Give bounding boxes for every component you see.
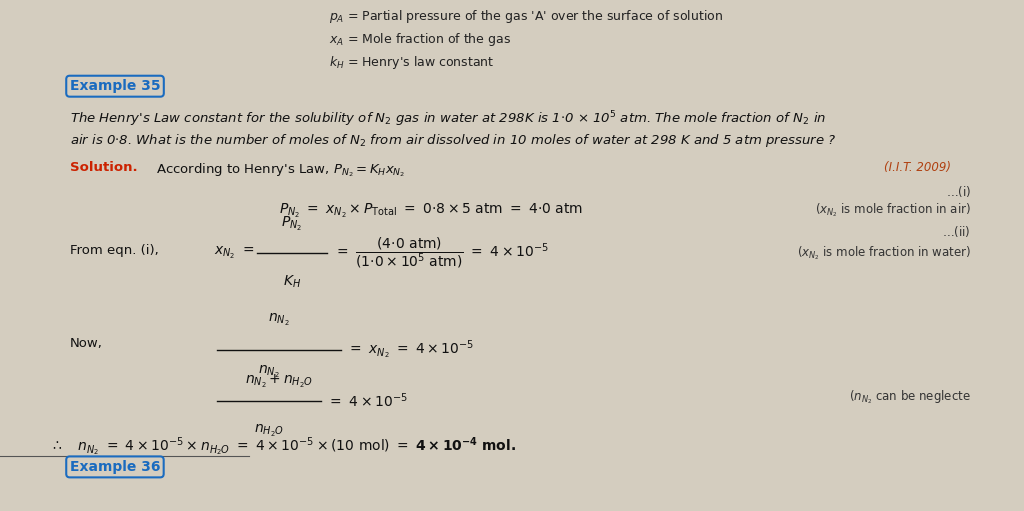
Text: ($x_{N_2}$ is mole fraction in air): ($x_{N_2}$ is mole fraction in air) — [815, 202, 971, 219]
Text: $k_H$ = Henry's law constant: $k_H$ = Henry's law constant — [329, 54, 495, 71]
Text: $n_{N_2}$: $n_{N_2}$ — [258, 364, 280, 380]
Text: Example 36: Example 36 — [70, 460, 160, 474]
Text: Now,: Now, — [70, 337, 102, 350]
Text: $x_{N_2}\ =\ $: $x_{N_2}\ =\ $ — [214, 245, 254, 261]
Text: The Henry's Law constant for the solubility of N$_2$ gas in water at 298K is 1$\: The Henry's Law constant for the solubil… — [70, 110, 826, 129]
Text: $x_A$ = Mole fraction of the gas: $x_A$ = Mole fraction of the gas — [329, 31, 511, 48]
Text: $=\ 4\times10^{-5}$: $=\ 4\times10^{-5}$ — [327, 392, 408, 410]
Text: Example 35: Example 35 — [70, 79, 161, 93]
Text: $\ldots$(ii): $\ldots$(ii) — [942, 224, 971, 239]
Text: $=\ \dfrac{(4{\cdot}0\ \mathrm{atm})}{(1{\cdot}0\times10^5\ \mathrm{atm})}\ =\ 4: $=\ \dfrac{(4{\cdot}0\ \mathrm{atm})}{(1… — [334, 236, 549, 270]
Text: Solution.: Solution. — [70, 161, 137, 174]
Text: air is 0$\cdot$8. What is the number of moles of N$_2$ from air dissolved in 10 : air is 0$\cdot$8. What is the number of … — [70, 132, 836, 149]
Text: $n_{H_2O}$: $n_{H_2O}$ — [254, 423, 284, 438]
Text: $P_{N_2}$: $P_{N_2}$ — [282, 215, 302, 233]
Text: $K_H$: $K_H$ — [283, 273, 301, 290]
Text: ($x_{N_2}$ is mole fraction in water): ($x_{N_2}$ is mole fraction in water) — [797, 244, 971, 262]
Text: $n_{N_2}+n_{H_2O}$: $n_{N_2}+n_{H_2O}$ — [245, 373, 313, 389]
Text: According to Henry's Law, $P_{N_2} = K_H x_{N_2}$: According to Henry's Law, $P_{N_2} = K_H… — [157, 161, 406, 178]
Text: $P_{N_2}\ =\ x_{N_2} \times P_{\mathrm{Total}}\ =\ 0{\cdot}8 \times 5\ \mathrm{a: $P_{N_2}\ =\ x_{N_2} \times P_{\mathrm{T… — [279, 202, 583, 220]
Text: $\ldots$(i): $\ldots$(i) — [946, 184, 971, 199]
Text: (I.I.T. 2009): (I.I.T. 2009) — [884, 161, 951, 174]
Text: ($n_{N_2}$ can be neglecte: ($n_{N_2}$ can be neglecte — [849, 388, 971, 406]
Text: $p_A$ = Partial pressure of the gas 'A' over the surface of solution: $p_A$ = Partial pressure of the gas 'A' … — [329, 8, 723, 25]
Text: $\therefore\quad n_{N_2}\ =\ 4\times10^{-5}\times n_{H_2O}\ =\ 4\times10^{-5}\ti: $\therefore\quad n_{N_2}\ =\ 4\times10^{… — [50, 435, 516, 458]
Text: $n_{N_2}$: $n_{N_2}$ — [268, 312, 290, 328]
Text: From eqn. (i),: From eqn. (i), — [70, 244, 159, 257]
Text: $=\ x_{N_2}\ =\ 4\times10^{-5}$: $=\ x_{N_2}\ =\ 4\times10^{-5}$ — [346, 339, 474, 361]
